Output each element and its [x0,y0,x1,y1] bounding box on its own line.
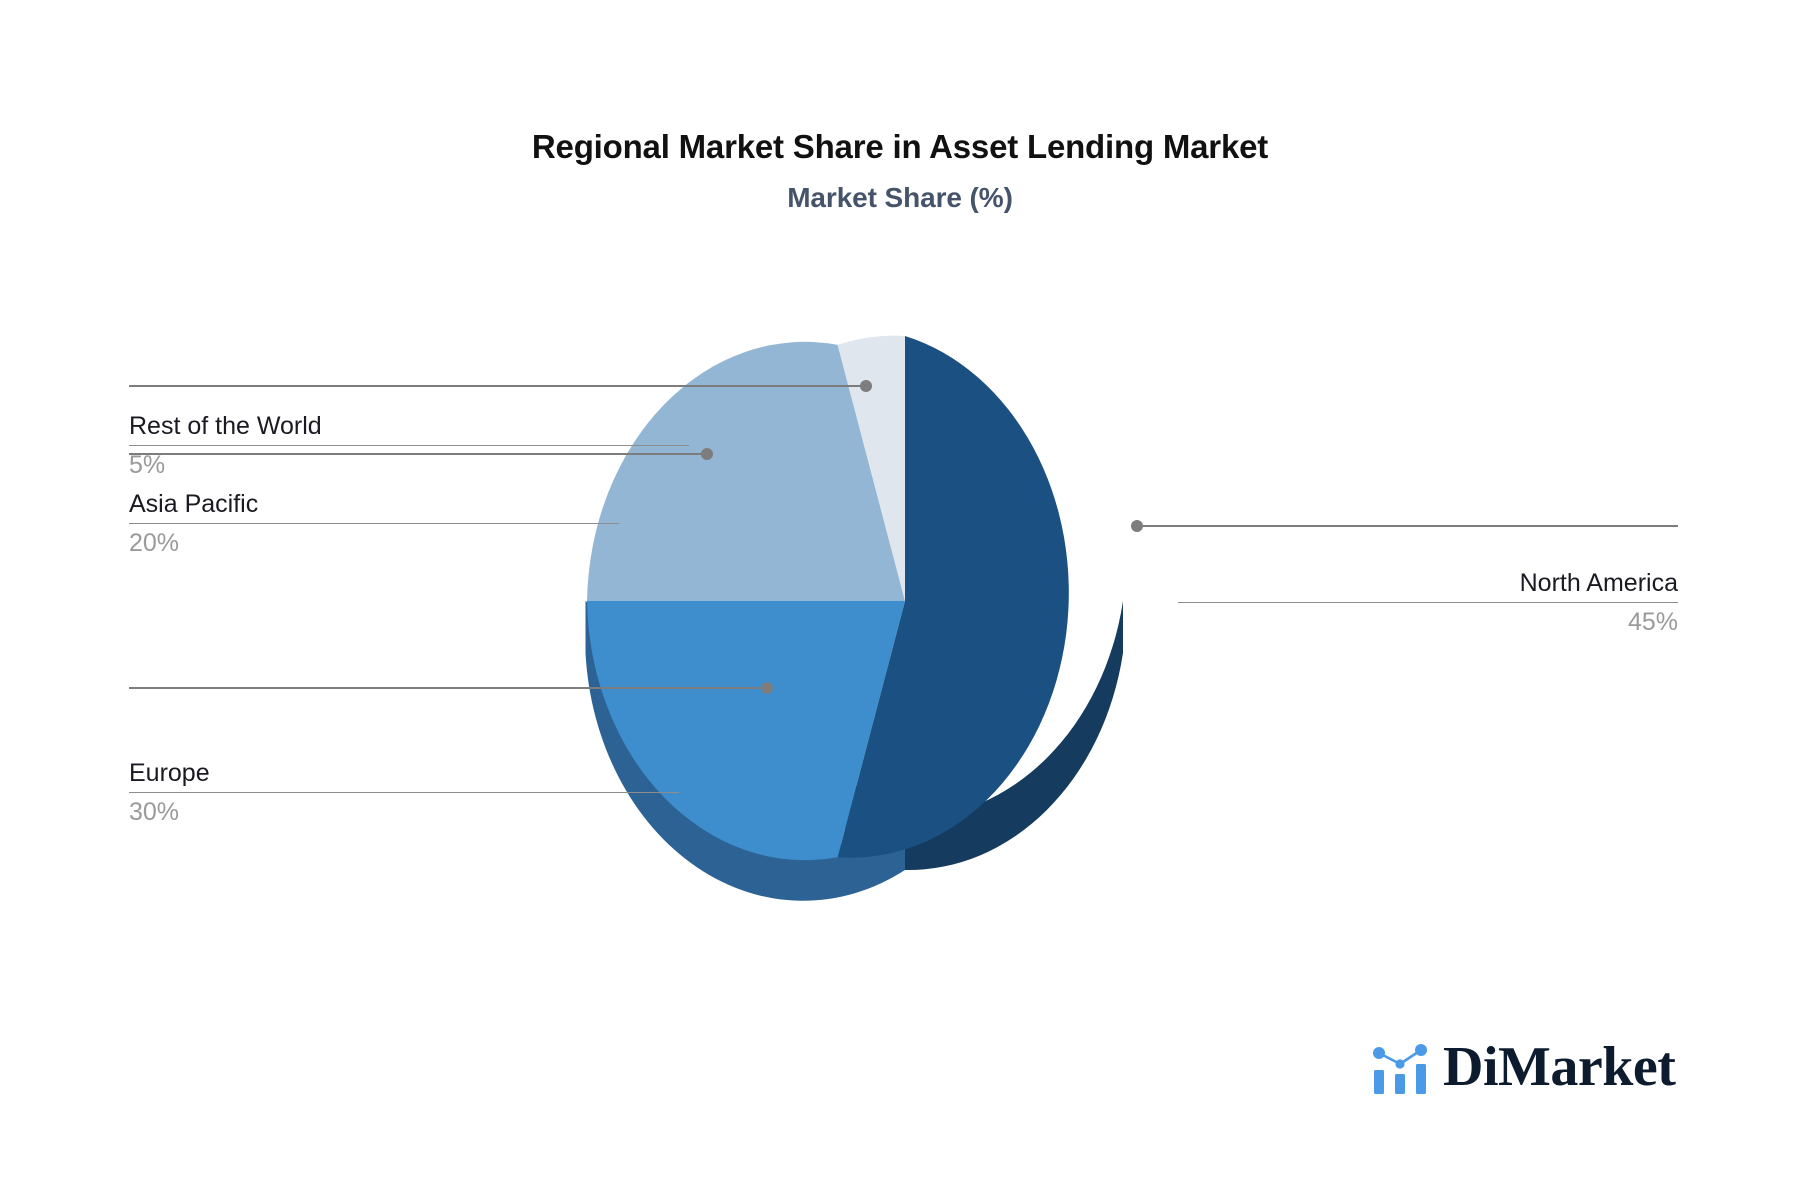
callout-label: North America [1519,569,1678,597]
callout-rule [129,445,689,446]
callout-label: Europe [129,759,210,787]
callout-value: 5% [129,451,166,479]
pie-side-europe [585,601,905,901]
leader-dot-asia-pacific [701,448,713,460]
brand-logo: DiMarket [1369,1036,1676,1098]
pie-side-north-america [905,601,1123,871]
bar-chart-icon [1373,1044,1427,1094]
pie-slice-europe [587,601,905,861]
callout-label: Asia Pacific [129,490,259,518]
leader-dot-north-america [1131,520,1143,532]
callout-rule [1178,602,1678,603]
callout-value: 30% [129,798,180,826]
callout-value: 45% [1627,608,1678,636]
callout-value: 20% [129,529,180,557]
callout-asia-pacific[interactable]: Asia Pacific 20% [129,488,619,559]
callout-north-america[interactable]: North America 45% [1178,567,1678,638]
callout-europe[interactable]: Europe 30% [129,757,679,828]
pie-leader-dots [701,380,1143,694]
callout-rest-of-the-world[interactable]: Rest of the World 5% [129,410,689,481]
leader-dot-rest-of-world [860,380,872,392]
pie-top-faces [587,335,1069,861]
pie-slice-asia-pacific [587,341,905,601]
pie-slice-north-america [837,336,1069,858]
logo-text: DiMarket [1443,1036,1676,1098]
callout-label: Rest of the World [129,412,322,440]
leader-dot-europe [761,682,773,694]
callout-rule [129,523,619,524]
pie-leader-lines [129,385,1678,689]
pie-slice-rest-of-world [837,335,905,601]
callout-rule [129,792,679,793]
